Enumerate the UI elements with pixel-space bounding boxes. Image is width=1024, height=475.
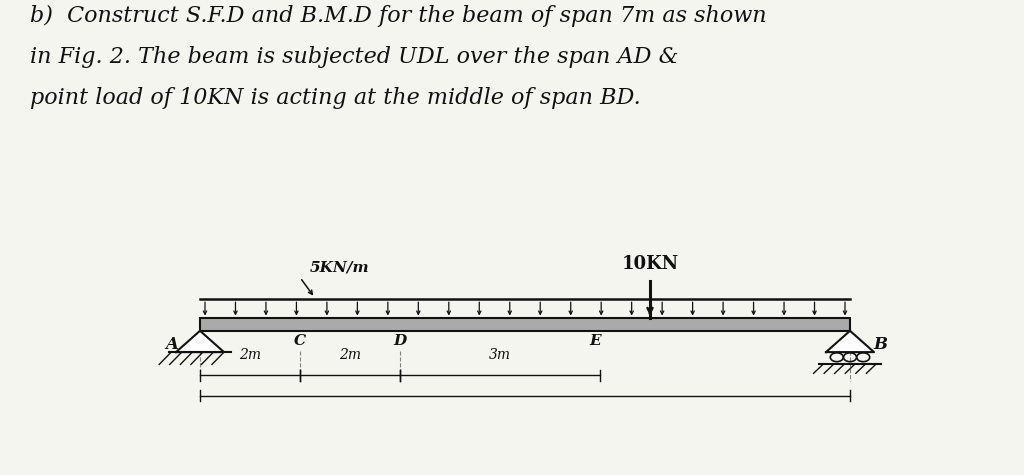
Text: E: E <box>589 333 601 348</box>
Text: 10KN: 10KN <box>622 255 679 273</box>
Text: 2m: 2m <box>339 348 361 362</box>
Text: 5KN/m: 5KN/m <box>310 260 370 274</box>
Polygon shape <box>176 331 224 352</box>
Text: 2m: 2m <box>239 348 261 362</box>
Text: 3m: 3m <box>489 348 511 362</box>
Text: C: C <box>294 333 306 348</box>
Text: B: B <box>873 336 887 353</box>
Bar <box>200 319 850 331</box>
Text: D: D <box>393 333 407 348</box>
Text: in Fig. 2. The beam is subjected UDL over the span AD &: in Fig. 2. The beam is subjected UDL ove… <box>30 47 678 68</box>
Text: A: A <box>166 336 178 353</box>
Text: b)  Construct S.F.D and B.M.D for the beam of span 7m as shown: b) Construct S.F.D and B.M.D for the bea… <box>30 5 767 28</box>
Polygon shape <box>826 331 874 352</box>
Text: point load of 10KN is acting at the middle of span BD.: point load of 10KN is acting at the midd… <box>30 87 641 109</box>
